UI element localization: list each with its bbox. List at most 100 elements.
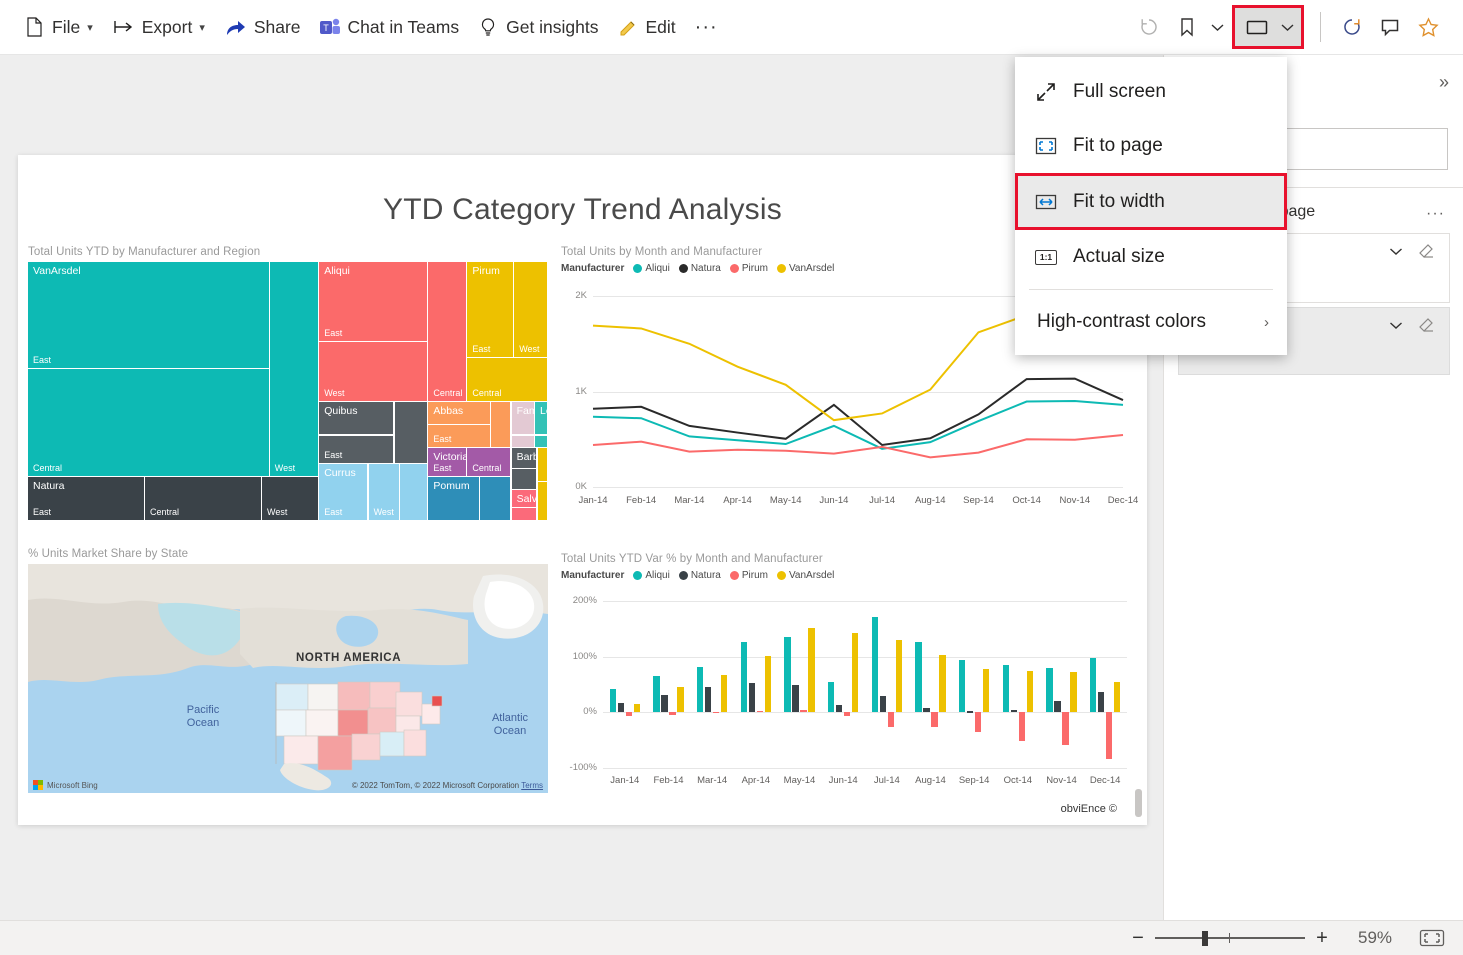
treemap-cell[interactable]: West — [368, 464, 399, 520]
bar[interactable] — [1002, 665, 1010, 713]
treemap-cell[interactable]: Central — [28, 369, 269, 476]
bar[interactable] — [792, 685, 799, 713]
line-series[interactable] — [592, 377, 1124, 447]
clear-filter-icon[interactable] — [1417, 242, 1437, 265]
bar[interactable] — [756, 710, 764, 713]
map-plot[interactable]: NORTH AMERICA Pacific Ocean Atlantic Ocean… — [28, 564, 548, 793]
bar[interactable] — [895, 639, 903, 713]
bar[interactable] — [871, 616, 879, 713]
treemap-cell[interactable]: East — [319, 435, 394, 463]
treemap-cell[interactable]: VanArsdel East — [28, 262, 269, 369]
bar[interactable] — [879, 696, 887, 713]
treemap-cell[interactable] — [511, 469, 537, 489]
bar[interactable] — [808, 628, 815, 713]
get-insights-button[interactable]: Get insights — [468, 7, 607, 47]
bar[interactable] — [720, 675, 728, 713]
bar[interactable] — [966, 711, 974, 713]
bar[interactable] — [939, 654, 946, 713]
expand-pane-icon[interactable]: » — [1438, 72, 1449, 92]
edit-button[interactable]: Edit — [608, 7, 685, 47]
chevron-down-icon[interactable]: ▾ — [199, 21, 205, 34]
treemap-cell[interactable]: Quibus — [319, 401, 394, 435]
bar[interactable] — [982, 669, 990, 713]
bar[interactable] — [740, 641, 748, 713]
bar[interactable] — [1062, 712, 1069, 745]
bar[interactable] — [843, 712, 851, 716]
bar[interactable] — [617, 702, 625, 713]
bar[interactable] — [633, 703, 641, 713]
treemap-cell[interactable]: Central — [467, 448, 511, 476]
view-chevron-down-icon[interactable] — [1276, 8, 1298, 46]
export-menu-button[interactable]: Export ▾ — [104, 7, 216, 47]
menu-item-fit-to-page[interactable]: Fit to page — [1015, 119, 1287, 173]
treemap-cell[interactable] — [537, 482, 547, 520]
treemap-cell[interactable] — [537, 448, 547, 481]
reset-icon[interactable] — [1130, 8, 1168, 46]
visual-bar-chart[interactable]: Total Units YTD Var % by Month and Manuf… — [561, 553, 1141, 798]
chevron-down-icon[interactable] — [1389, 244, 1403, 259]
bar[interactable] — [1105, 712, 1113, 759]
treemap-cell[interactable]: Natura East — [28, 476, 144, 520]
visual-map[interactable]: % Units Market Share by State — [28, 548, 548, 798]
bar[interactable] — [748, 682, 756, 713]
treemap-cell[interactable] — [511, 435, 534, 448]
canvas-scrollbar[interactable] — [1135, 789, 1142, 817]
chevron-down-icon[interactable]: ▾ — [87, 21, 93, 34]
zoom-slider[interactable] — [1155, 929, 1305, 947]
treemap-cell[interactable]: Salvus — [511, 489, 537, 507]
view-menu-button-group[interactable] — [1232, 5, 1304, 49]
treemap-cell[interactable] — [511, 508, 537, 520]
legend-item[interactable]: Natura — [678, 263, 721, 274]
visual-treemap[interactable]: Total Units YTD by Manufacturer and Regi… — [28, 246, 548, 521]
bar[interactable] — [1026, 671, 1034, 713]
treemap-cell[interactable]: Victoria East — [428, 448, 467, 476]
zoom-slider-thumb[interactable] — [1202, 931, 1208, 946]
bar[interactable] — [958, 660, 966, 713]
bar[interactable] — [669, 712, 676, 715]
bar[interactable] — [1070, 672, 1077, 713]
bar[interactable] — [625, 712, 633, 716]
bar[interactable] — [677, 686, 684, 713]
legend-item[interactable]: Pirum — [729, 263, 768, 274]
treemap-cell[interactable]: Fama — [511, 401, 534, 435]
clear-filter-icon[interactable] — [1417, 316, 1437, 339]
line-series[interactable] — [592, 400, 1124, 450]
treemap-cell[interactable]: Abbas — [428, 401, 490, 424]
legend-item[interactable]: Natura — [678, 570, 721, 581]
bar[interactable] — [1089, 658, 1097, 713]
treemap-cell[interactable]: East — [428, 425, 490, 448]
bar[interactable] — [653, 676, 660, 713]
treemap-cell[interactable] — [480, 476, 511, 520]
filters-section-more-button[interactable]: ··· — [1426, 205, 1445, 222]
bar[interactable] — [704, 687, 712, 713]
bookmark-icon[interactable] — [1168, 8, 1206, 46]
bar[interactable] — [974, 712, 982, 732]
legend-item[interactable]: Pirum — [729, 570, 768, 581]
bar[interactable] — [712, 711, 720, 714]
legend-item[interactable]: VanArsdel — [776, 570, 834, 581]
share-button[interactable]: Share — [216, 7, 310, 47]
more-options-button[interactable]: ··· — [694, 15, 718, 38]
menu-item-actual-size[interactable]: 1:1 Actual size — [1015, 230, 1287, 284]
treemap-cell[interactable]: Central — [467, 357, 547, 401]
treemap-cell[interactable] — [535, 435, 547, 448]
menu-item-full-screen[interactable]: Full screen — [1015, 65, 1287, 119]
treemap-cell[interactable]: West — [269, 262, 318, 476]
bar[interactable] — [696, 666, 704, 713]
bar[interactable] — [661, 695, 668, 713]
legend-item[interactable]: VanArsdel — [776, 263, 834, 274]
treemap-cell[interactable]: West — [514, 262, 547, 357]
favorite-star-icon[interactable] — [1409, 8, 1447, 46]
legend-item[interactable]: Aliqui — [633, 570, 670, 581]
bar[interactable] — [1097, 692, 1105, 713]
treemap-cell[interactable]: Pirum East — [467, 262, 513, 357]
treemap-cell[interactable]: Barba — [511, 448, 537, 468]
view-icon[interactable] — [1238, 8, 1276, 46]
bar[interactable] — [609, 688, 617, 713]
treemap-cell[interactable]: Aliqui East — [319, 262, 428, 342]
treemap-cell[interactable] — [394, 401, 428, 463]
treemap-cell[interactable]: Leo — [535, 401, 547, 435]
bar[interactable] — [915, 642, 922, 713]
refresh-icon[interactable] — [1333, 8, 1371, 46]
chevron-down-icon[interactable] — [1389, 318, 1403, 333]
